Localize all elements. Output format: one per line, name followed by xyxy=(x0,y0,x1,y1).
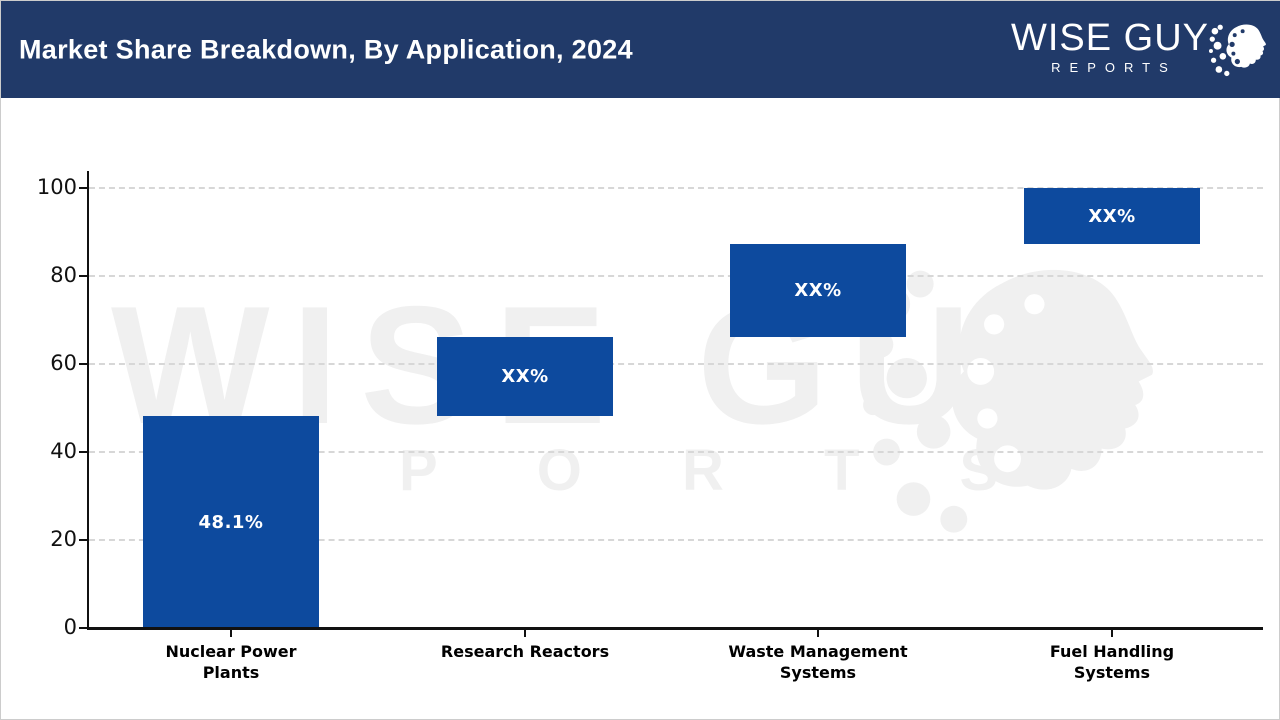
x-axis-tick xyxy=(230,629,232,637)
y-axis-line xyxy=(87,171,89,630)
header-bar: Market Share Breakdown, By Application, … xyxy=(1,1,1280,98)
x-category-label-line: Systems xyxy=(1073,663,1151,682)
logo-face-icon xyxy=(1208,24,1266,77)
gridline xyxy=(89,451,1263,453)
gridline xyxy=(89,539,1263,541)
x-category-label-line: Research Reactors xyxy=(440,642,610,661)
logo-subtitle: REPORTS xyxy=(1051,60,1177,75)
y-tick-label: 20 xyxy=(50,527,77,551)
x-axis-tick xyxy=(524,629,526,637)
brand-logo: WISE GUY REPORTS xyxy=(998,3,1273,96)
bar-value-label: 48.1% xyxy=(198,511,264,533)
gridline xyxy=(89,275,1263,277)
x-category-label-line: Systems xyxy=(779,663,857,682)
y-axis-tick xyxy=(79,187,89,189)
y-axis-tick xyxy=(79,539,89,541)
bar-segment: XX% xyxy=(1024,188,1200,244)
x-category-label: Nuclear Power Plants xyxy=(81,641,381,683)
x-category-label-line: Nuclear Power xyxy=(165,642,297,661)
x-category-label: Research Reactors xyxy=(375,641,675,662)
x-category-label: Fuel Handling Systems xyxy=(962,641,1262,683)
x-axis-line xyxy=(88,627,1263,630)
y-axis-tick xyxy=(79,627,89,629)
y-tick-label: 60 xyxy=(50,351,77,375)
bar-segment: 48.1% xyxy=(143,416,319,628)
x-category-label-line: Waste Management xyxy=(728,642,908,661)
bar-value-label: XX% xyxy=(794,280,842,301)
y-axis-tick xyxy=(79,451,89,453)
x-axis-tick xyxy=(1111,629,1113,637)
y-axis-tick xyxy=(79,363,89,365)
x-category-label-line: Plants xyxy=(202,663,260,682)
y-tick-label: 0 xyxy=(63,615,77,639)
logo-text: WISE GUY REPORTS xyxy=(1011,17,1209,75)
x-category-label: Waste Management Systems xyxy=(668,641,968,683)
x-category-label-line: Fuel Handling xyxy=(1049,642,1175,661)
y-tick-label: 100 xyxy=(36,175,77,199)
gridline xyxy=(89,187,1263,189)
y-axis-tick xyxy=(79,275,89,277)
y-tick-label: 40 xyxy=(50,439,77,463)
logo-wordmark: WISE GUY xyxy=(1010,17,1209,59)
bar-value-label: XX% xyxy=(1088,205,1136,227)
bar-segment: XX% xyxy=(437,337,613,417)
x-axis-tick xyxy=(817,629,819,637)
page-title: Market Share Breakdown, By Application, … xyxy=(19,34,633,64)
bar-value-label: XX% xyxy=(501,366,549,388)
gridline xyxy=(89,363,1263,365)
y-tick-label: 80 xyxy=(50,263,77,287)
bar-segment: XX% xyxy=(730,243,906,338)
